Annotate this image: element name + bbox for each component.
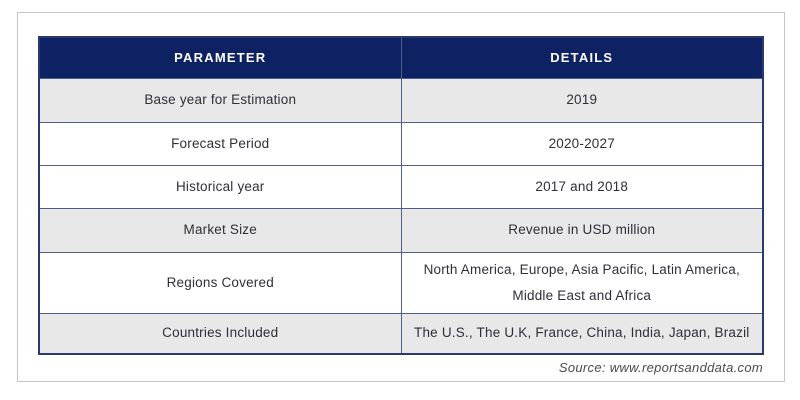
details-cell: 2020-2027 [400,121,764,166]
parameter-cell: Countries Included [38,312,402,355]
table-row-countries-included: Countries Included The U.S., The U.K, Fr… [38,312,764,355]
table-row-historical-year: Historical year 2017 and 2018 [38,164,764,209]
table-row-market-size: Market Size Revenue in USD million [38,207,764,253]
table-body: Base year for Estimation 2019 Forecast P… [38,77,764,355]
details-cell: 2017 and 2018 [400,164,764,209]
column-header-details: DETAILS [400,36,764,79]
parameter-cell: Forecast Period [38,121,402,166]
details-cell: North America, Europe, Asia Pacific, Lat… [400,251,764,314]
report-scope-card: PARAMETER DETAILS Base year for Estimati… [17,12,785,382]
details-cell: The U.S., The U.K, France, China, India,… [400,312,764,355]
table-row-base-year: Base year for Estimation 2019 [38,77,764,123]
details-cell: Revenue in USD million [400,207,764,253]
parameter-cell: Historical year [38,164,402,209]
report-scope-table: PARAMETER DETAILS Base year for Estimati… [38,36,764,355]
table-row-regions-covered: Regions Covered North America, Europe, A… [38,251,764,314]
parameter-cell: Base year for Estimation [38,77,402,123]
parameter-cell: Regions Covered [38,251,402,314]
parameter-cell: Market Size [38,207,402,253]
table-row-forecast-period: Forecast Period 2020-2027 [38,121,764,166]
table-header: PARAMETER DETAILS [38,36,764,79]
details-cell: 2019 [400,77,764,123]
column-header-parameter: PARAMETER [38,36,402,79]
header-row: PARAMETER DETAILS [38,36,764,79]
source-attribution: Source: www.reportsanddata.com [558,360,763,375]
